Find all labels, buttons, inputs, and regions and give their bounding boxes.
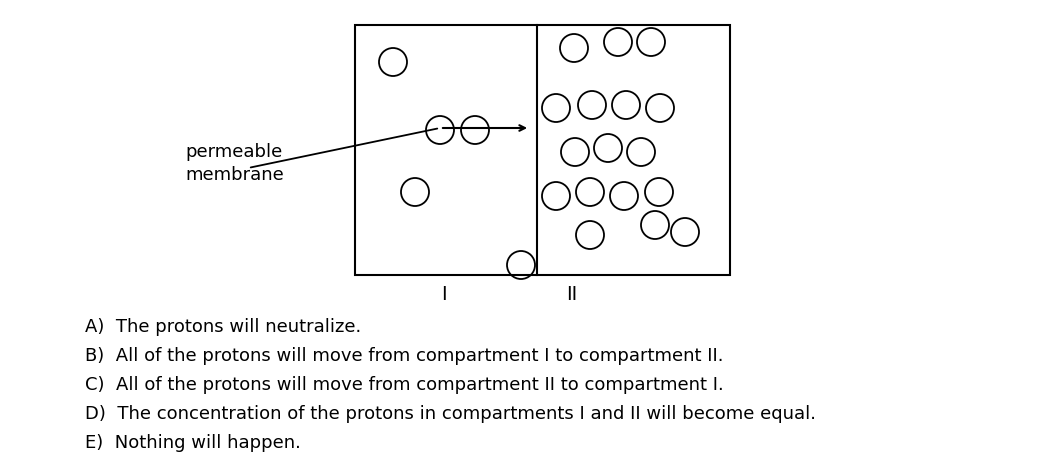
- Text: A)  The protons will neutralize.: A) The protons will neutralize.: [85, 318, 361, 336]
- Bar: [355, 25, 730, 275]
- Text: membrane: membrane: [185, 166, 284, 184]
- Text: II: II: [567, 286, 577, 305]
- Text: I: I: [441, 286, 446, 305]
- Text: B)  All of the protons will move from compartment I to compartment II.: B) All of the protons will move from com…: [85, 347, 724, 365]
- Text: D)  The concentration of the protons in compartments I and II will become equal.: D) The concentration of the protons in c…: [85, 405, 816, 423]
- Text: permeable: permeable: [185, 143, 283, 161]
- Text: C)  All of the protons will move from compartment II to compartment I.: C) All of the protons will move from com…: [85, 376, 724, 394]
- Text: E)  Nothing will happen.: E) Nothing will happen.: [85, 434, 301, 452]
